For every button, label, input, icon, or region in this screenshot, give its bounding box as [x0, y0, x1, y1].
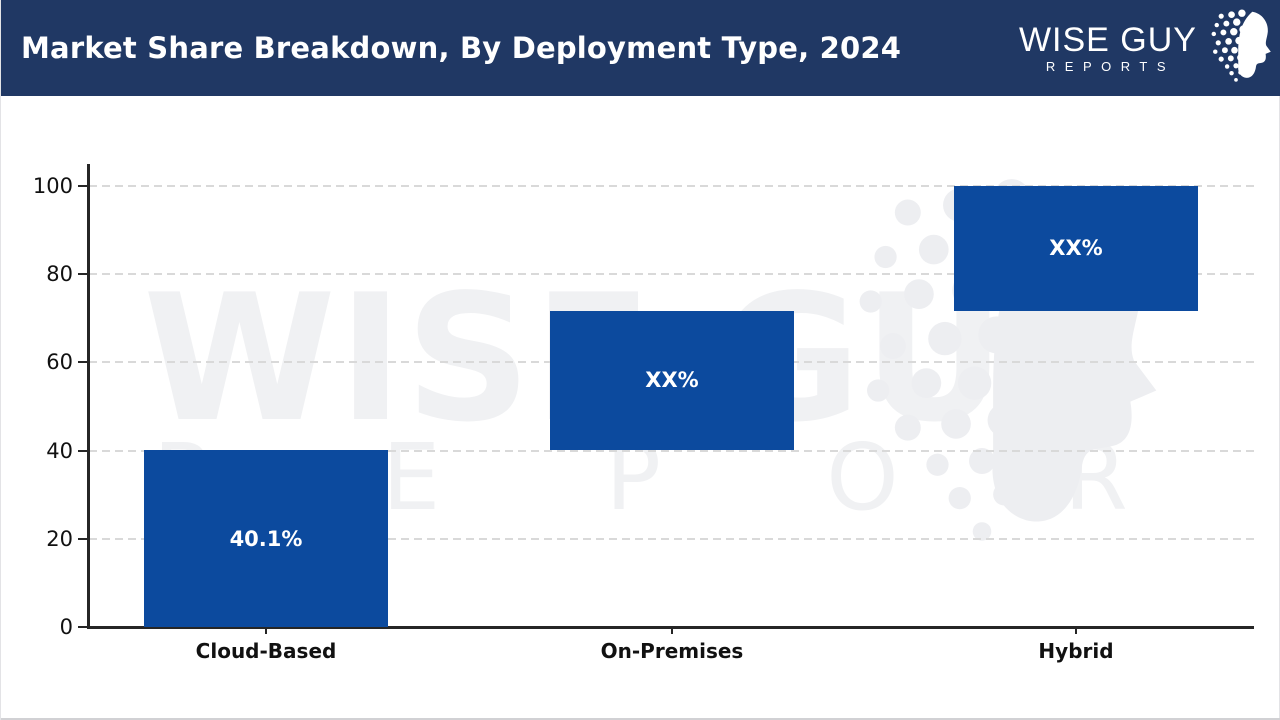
y-tick-mark [78, 449, 87, 452]
y-tick-label: 60 [46, 350, 73, 375]
y-axis-line [87, 164, 90, 628]
bar-value-label: XX% [645, 368, 699, 393]
bar-hybrid: XX% [954, 186, 1198, 311]
gridline-40 [89, 449, 1254, 452]
y-tick-mark [78, 361, 87, 364]
footer-divider [1, 718, 1280, 720]
y-tick-mark [78, 185, 87, 187]
y-tick-mark [78, 537, 87, 540]
bar-cloud-based: 40.1% [144, 450, 388, 627]
x-axis-line [87, 625, 1254, 629]
y-tick-mark [78, 273, 87, 276]
x-tick-label: Hybrid [1038, 639, 1114, 663]
brand-subname: REPORTS [1045, 59, 1176, 74]
brand-wordmark: WISE GUY REPORTS [1019, 23, 1197, 73]
brand-name: WISE GUY [1018, 21, 1197, 59]
bar-value-label: XX% [1049, 236, 1103, 261]
y-tick-label: 0 [59, 615, 73, 639]
x-tick-label: Cloud-Based [195, 639, 337, 663]
brand-face-icon [1211, 9, 1271, 82]
y-tick-label: 100 [32, 174, 73, 198]
plot-area: 0 20 40 60 80 100 Cloud-Based On-Premises Hybrid… [33, 164, 1254, 663]
bar-value-label: 40.1% [229, 526, 303, 551]
gridline-100 [89, 185, 1254, 187]
y-tick-label: 20 [46, 526, 73, 551]
x-tick-mark [265, 627, 267, 634]
bar-on-premises: XX% [550, 310, 794, 451]
y-tick-label: 40 [46, 438, 73, 463]
gridline-20 [89, 537, 1254, 540]
gridline-80 [89, 273, 1254, 276]
x-tick-label: On-Premises [600, 639, 744, 663]
y-tick-label: 80 [46, 262, 73, 287]
y-tick-mark [78, 626, 87, 628]
header-bar: Market Share Breakdown, By Deployment Ty… [1, 0, 1280, 96]
page-title: Market Share Breakdown, By Deployment Ty… [21, 31, 902, 65]
brand-logo: WISE GUY REPORTS [1019, 0, 1273, 96]
x-tick-mark [671, 627, 673, 634]
x-tick-mark [1075, 627, 1077, 634]
